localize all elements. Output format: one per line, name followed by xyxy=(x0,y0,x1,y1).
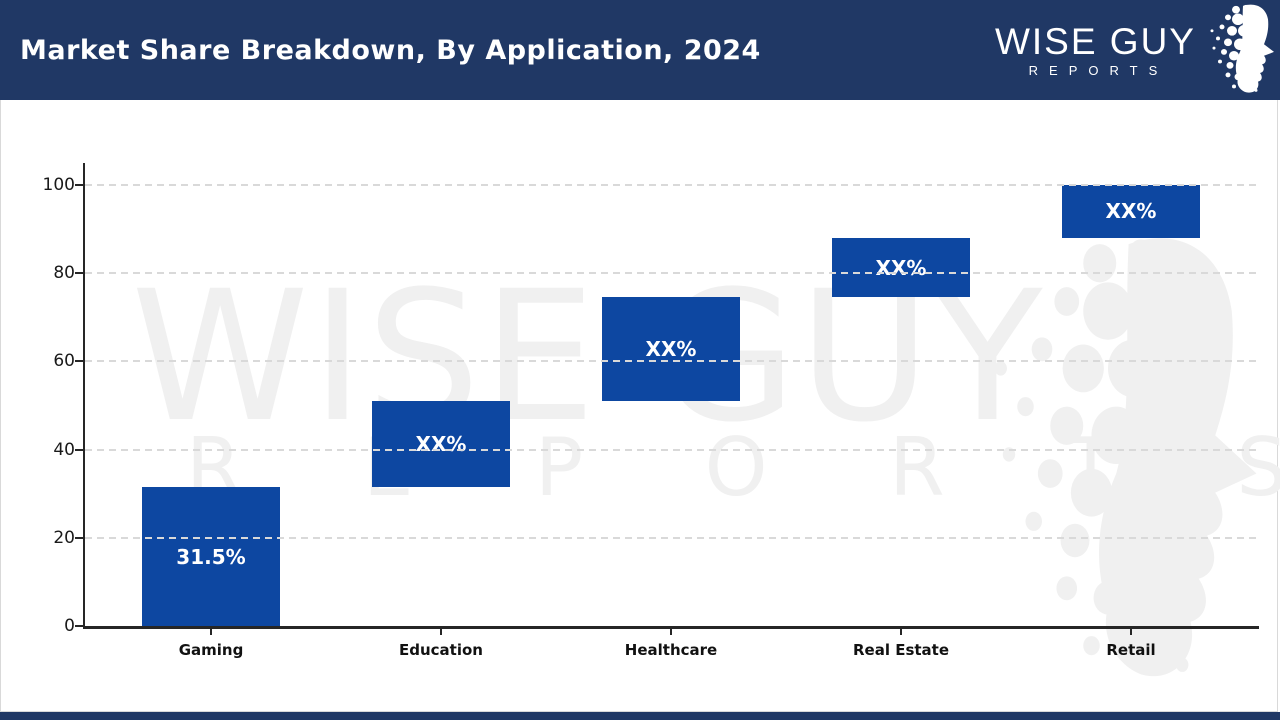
wiseguy-logo-text: WISE GUY REPORTS xyxy=(995,23,1196,77)
wiseguy-head-icon xyxy=(1210,4,1274,93)
x-axis-spine xyxy=(83,626,1259,629)
logo-wiseguy-label: WISE GUY xyxy=(994,21,1196,62)
watermark-wiseguy-text: WISE GUY xyxy=(131,253,1045,462)
wiseguy-logo: WISE GUY REPORTS xyxy=(995,0,1278,100)
header-bar: Market Share Breakdown, By Application, … xyxy=(0,0,1280,100)
chart-area: WISE GUY R E P O R T S xyxy=(0,100,1280,712)
watermark-head-icon xyxy=(994,238,1257,677)
y-axis-spine xyxy=(83,163,85,628)
logo-reports-label: REPORTS xyxy=(1028,63,1169,78)
chart-title: Market Share Breakdown, By Application, … xyxy=(20,34,761,66)
footer-bar xyxy=(0,712,1280,720)
